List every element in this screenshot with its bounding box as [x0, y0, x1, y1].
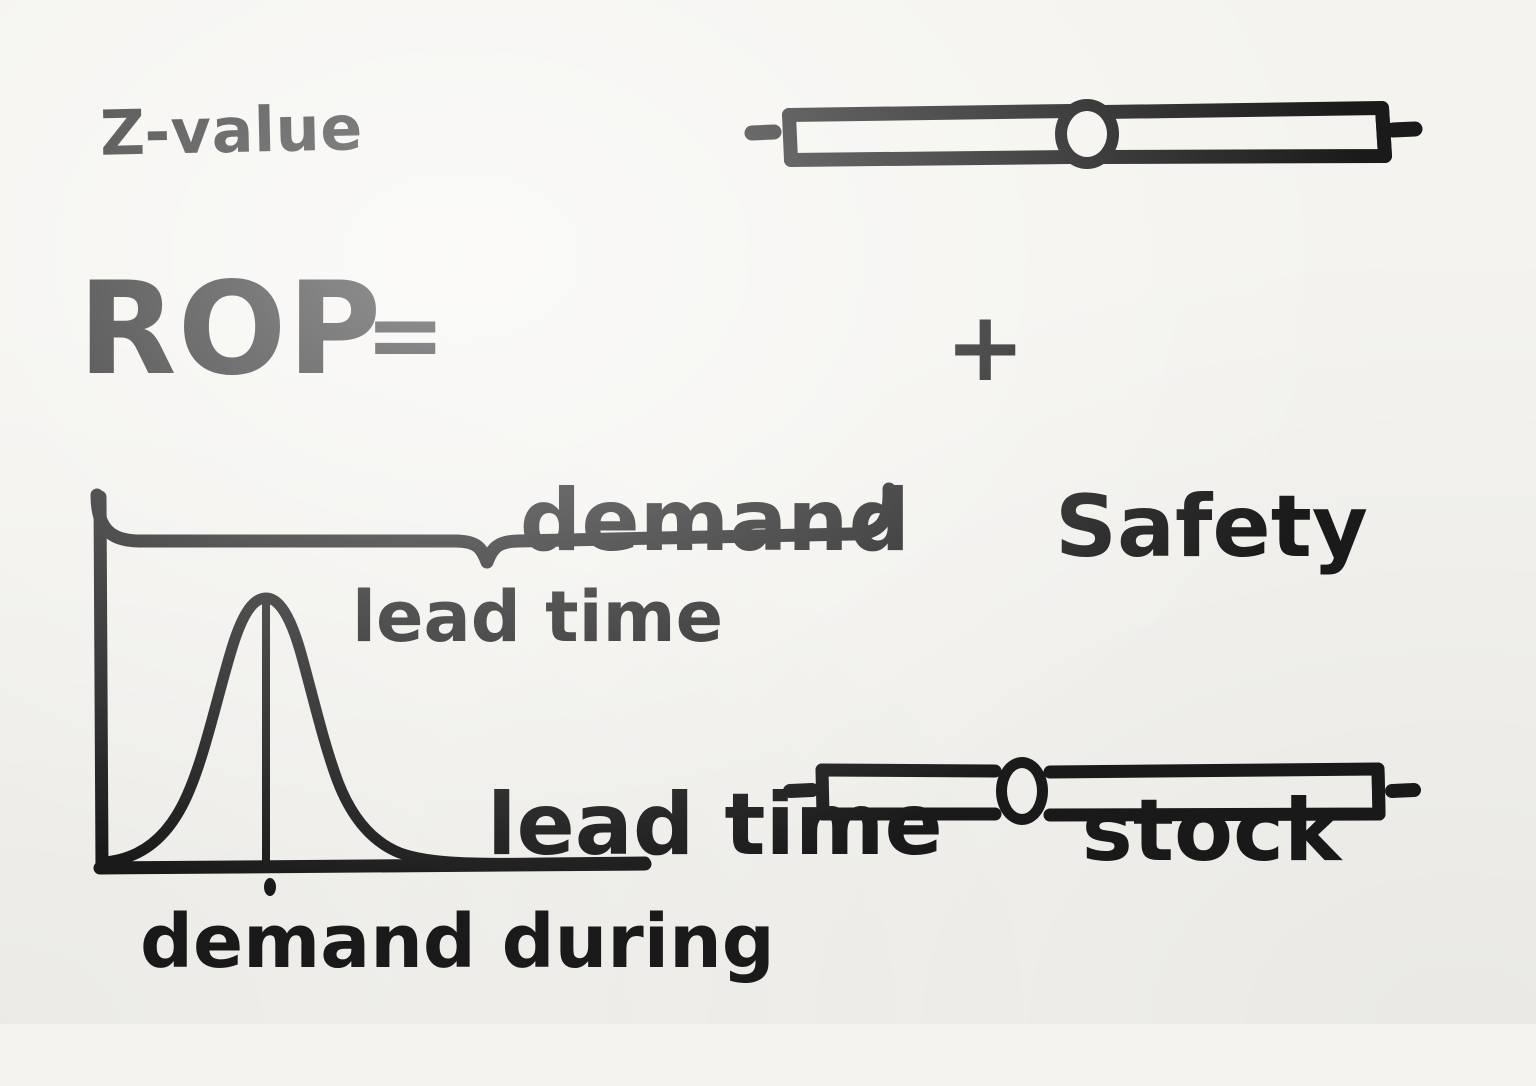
- safety-stock-slider[interactable]: [783, 757, 1421, 825]
- slider-track-left-cap: [815, 763, 830, 821]
- demand-distribution-chart: [93, 490, 652, 896]
- slider-knob-hole: [1067, 111, 1107, 157]
- slider-left-tick-icon: [744, 124, 782, 141]
- chart-peak-tick-icon: [264, 878, 276, 896]
- chart-y-axis: [93, 490, 109, 875]
- safety-stock-line-2: stock: [1081, 781, 1342, 882]
- rop-term: ROP: [78, 255, 383, 404]
- safety-stock-line-1: Safety: [1055, 476, 1368, 577]
- sketch-strokes-layer: [90, 99, 1423, 896]
- chart-density-curve: [98, 592, 651, 869]
- slider-track-right-cap: [1371, 762, 1386, 821]
- brace-annotation-label: lead time: [352, 576, 724, 658]
- whiteboard-canvas: Z-value ROP = demand lead time + Safety …: [0, 0, 1536, 1024]
- slider-track-right-cap: [1375, 101, 1392, 163]
- slider-knob-hole: [1007, 768, 1037, 814]
- plus-sign: +: [945, 291, 1026, 403]
- slider-right-tick-icon: [1385, 121, 1423, 138]
- demand-lead-time-line-1: demand: [519, 470, 911, 571]
- slider-track-left-cap: [782, 108, 798, 167]
- slider-left-tick-icon: [783, 783, 819, 798]
- underbrace: [90, 482, 896, 569]
- safety-stock-term: Safety stock: [1055, 274, 1368, 1086]
- slider-track[interactable]: [815, 762, 1386, 822]
- chart-x-axis-caption: demand during: [140, 899, 775, 985]
- slider-right-tick-icon: [1385, 783, 1421, 798]
- equals-sign: =: [365, 279, 446, 391]
- z-value-slider[interactable]: [744, 99, 1423, 169]
